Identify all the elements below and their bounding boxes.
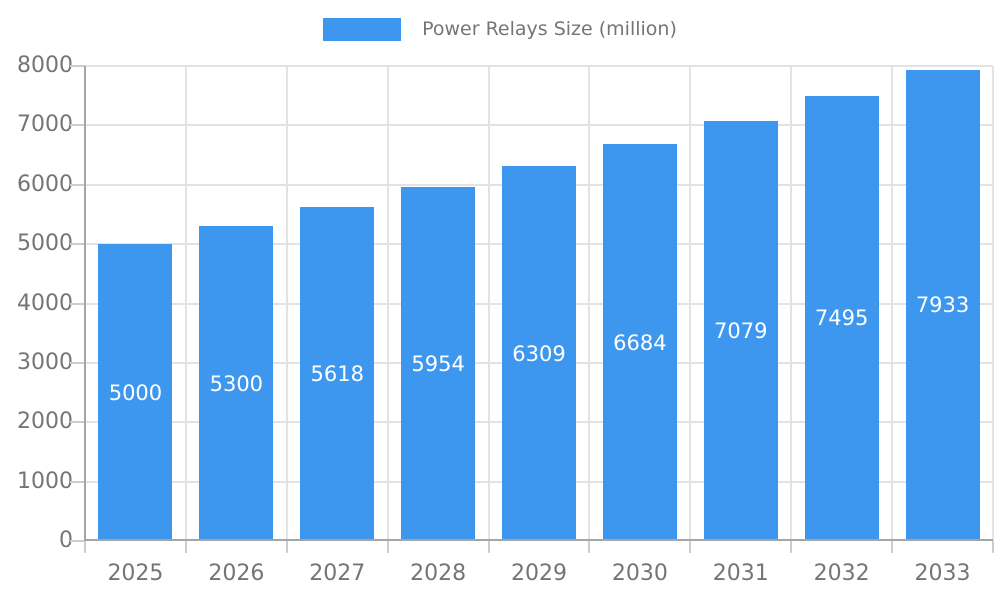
x-gridline [689, 66, 692, 541]
bar-value-label: 7933 [915, 293, 970, 318]
bar: 5300 [199, 226, 274, 541]
bar-value-label: 6309 [512, 341, 566, 366]
bar-value-label: 5618 [310, 362, 364, 387]
legend-item-power-relays[interactable]: Power Relays Size (million) [323, 17, 677, 41]
legend-swatch-icon [323, 17, 402, 41]
bar: 7933 [905, 69, 980, 541]
x-axis-tick [992, 541, 994, 553]
x-axis-label: 2028 [410, 561, 467, 586]
y-axis-line [84, 66, 86, 541]
x-axis-tick [84, 541, 86, 553]
y-axis-tick [70, 480, 85, 483]
y-axis-tick [70, 243, 85, 246]
bar: 7495 [804, 95, 879, 541]
x-gridline [285, 66, 288, 541]
y-axis-label: 2000 [17, 409, 73, 435]
x-axis-label: 2032 [813, 561, 870, 586]
y-axis-label: 8000 [17, 53, 73, 78]
x-axis-label: 2025 [107, 561, 164, 586]
bar: 7079 [703, 120, 778, 541]
x-gridline [386, 66, 389, 541]
x-gridline [588, 66, 591, 541]
x-gridline [790, 66, 793, 541]
x-axis-tick [386, 541, 389, 553]
x-axis-tick [588, 541, 591, 553]
y-axis-tick [70, 540, 85, 542]
bar-value-label: 6684 [613, 330, 667, 355]
y-axis-tick [70, 65, 85, 67]
y-axis-label: 3000 [17, 349, 73, 375]
x-gridline [487, 66, 490, 541]
y-axis-label: 5000 [17, 231, 73, 257]
y-axis-tick [70, 183, 85, 186]
x-axis-tick [790, 541, 793, 553]
x-axis-tick [285, 541, 288, 553]
y-axis-tick [70, 124, 85, 127]
y-axis-label: 7000 [17, 112, 73, 138]
x-axis-label: 2027 [309, 561, 366, 586]
y-axis-label: 0 [59, 528, 73, 553]
x-axis-tick [184, 541, 187, 553]
legend-label: Power Relays Size (million) [422, 18, 677, 40]
x-axis-label: 2031 [712, 561, 769, 586]
x-gridline [992, 66, 994, 541]
x-axis-tick [487, 541, 490, 553]
y-axis-tick [70, 302, 85, 305]
x-axis-label: 2029 [511, 561, 567, 586]
chart-legend: Power Relays Size (million) [0, 17, 1000, 41]
x-axis-tick [689, 541, 692, 553]
y-axis-label: 6000 [17, 171, 73, 197]
x-gridline [891, 66, 894, 541]
bar: 5000 [98, 244, 173, 541]
y-gridline [85, 124, 993, 127]
plot-area: 0 1000 2000 3000 4000 5000 6000 7000 8000 2025 202… [17, 53, 994, 586]
bar-value-label: 5000 [108, 380, 163, 405]
bar: 6684 [602, 144, 677, 541]
x-axis-label: 2033 [914, 561, 971, 586]
y-axis-tick [70, 361, 85, 364]
x-gridline [184, 66, 187, 541]
bar: 6309 [502, 166, 576, 541]
bar-value-label: 7495 [814, 306, 869, 331]
bar: 5954 [401, 187, 476, 541]
bar-value-label: 5300 [209, 371, 264, 396]
x-axis-label: 2026 [208, 561, 265, 586]
y-axis-label: 1000 [17, 468, 73, 494]
y-gridline [85, 65, 993, 67]
bar-value-label: 5954 [411, 352, 465, 377]
y-axis-tick [70, 421, 85, 424]
x-axis-label: 2030 [611, 561, 668, 586]
y-axis-label: 4000 [17, 290, 73, 316]
bar-value-label: 7079 [714, 318, 768, 343]
bar: 5618 [300, 207, 375, 541]
x-axis-tick [891, 541, 894, 553]
x-axis-line [85, 539, 993, 541]
